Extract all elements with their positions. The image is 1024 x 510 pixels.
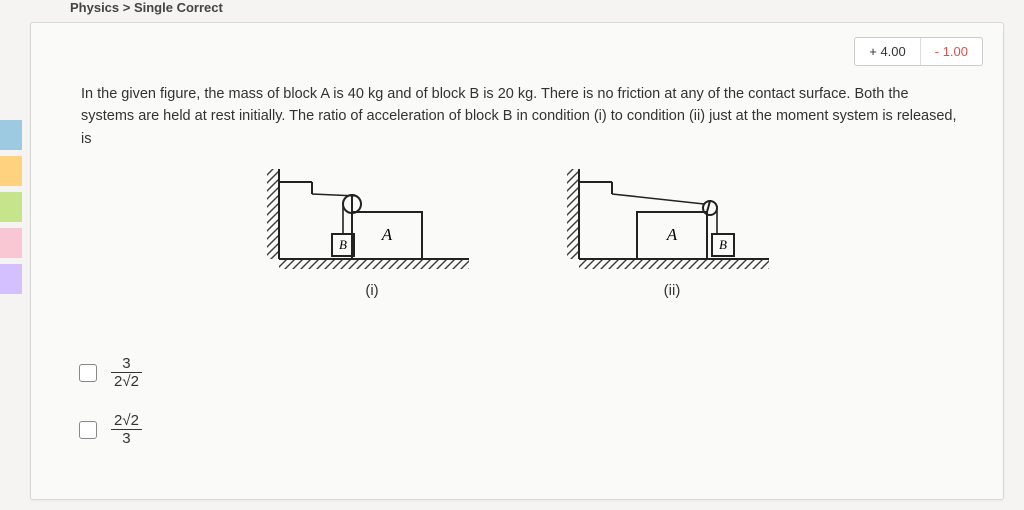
option-2[interactable]: 2√2 3 — [79, 412, 142, 447]
option-2-value: 2√2 3 — [111, 412, 142, 447]
score-badge: + 4.00 - 1.00 — [854, 37, 983, 66]
fig1-label-b: B — [339, 237, 347, 252]
breadcrumb: Physics > Single Correct — [0, 0, 1024, 22]
score-negative: - 1.00 — [921, 38, 982, 65]
checkbox-icon[interactable] — [79, 364, 97, 382]
score-positive: + 4.00 — [855, 38, 921, 65]
options-list: 3 2√2 2√2 3 — [79, 333, 142, 469]
option-1-value: 3 2√2 — [111, 355, 142, 390]
figure-2-caption: (ii) — [562, 282, 782, 299]
question-text: In the given figure, the mass of block A… — [81, 83, 963, 150]
checkbox-icon[interactable] — [79, 421, 97, 439]
fig2-label-b: B — [719, 237, 727, 252]
question-card: + 4.00 - 1.00 In the given figure, the m… — [30, 22, 1004, 500]
figures-row: A B (i) — [81, 164, 963, 299]
figure-2: A B (ii) — [562, 164, 782, 299]
figure-1: A B (i) — [262, 164, 482, 299]
figure-1-caption: (i) — [262, 282, 482, 299]
side-color-strip — [0, 120, 22, 300]
fig1-label-a: A — [381, 225, 393, 244]
fig2-label-a: A — [666, 225, 678, 244]
option-1[interactable]: 3 2√2 — [79, 355, 142, 390]
